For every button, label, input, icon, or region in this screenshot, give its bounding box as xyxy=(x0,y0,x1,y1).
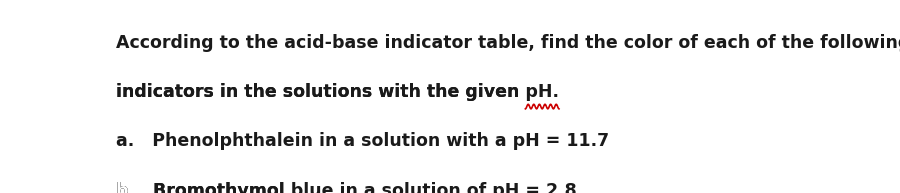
Text: indicators in the solutions with the given pH.: indicators in the solutions with the giv… xyxy=(116,83,559,101)
Text: According to the acid-base indicator table, find the color of each of the follow: According to the acid-base indicator tab… xyxy=(116,34,900,52)
Text: b.: b. xyxy=(116,182,153,193)
Text: indicators in the solutions with the given: indicators in the solutions with the giv… xyxy=(116,83,526,101)
Text: b.   Bromothymol blue in a solution of pH = 2.8: b. Bromothymol blue in a solution of pH … xyxy=(116,182,577,193)
Text: a.   Phenolphthalein in a solution with a pH = 11.7: a. Phenolphthalein in a solution with a … xyxy=(116,132,609,150)
Text: b.   Bromothymol: b. Bromothymol xyxy=(116,182,284,193)
